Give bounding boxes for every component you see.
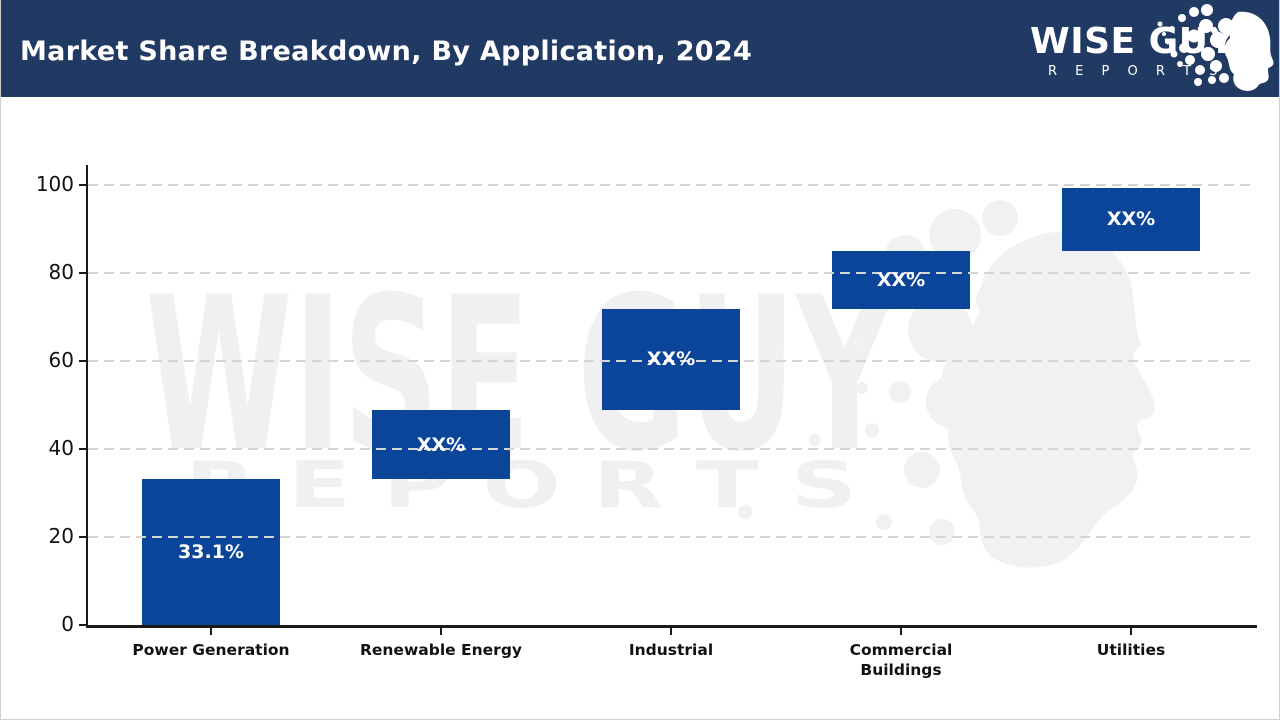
y-tick-40 <box>79 448 87 450</box>
page-title: Market Share Breakdown, By Application, … <box>20 36 753 67</box>
bar-industrial <box>602 309 740 410</box>
y-tick-80 <box>79 272 87 274</box>
y-tick-20 <box>79 536 87 538</box>
x-tick-commercial-buildings <box>900 628 902 635</box>
x-tick-power-generation <box>210 628 212 635</box>
gridline-40 <box>88 448 1256 450</box>
x-label-renewable-energy: Renewable Energy <box>359 641 523 659</box>
gridline-100 <box>88 184 1256 186</box>
y-tick-60 <box>79 360 87 362</box>
gridline-80 <box>88 272 1256 274</box>
bar-utilities <box>1062 187 1200 251</box>
watermark-wordmark: WISE GUY <box>145 251 895 498</box>
watermark-subtext: R E P O R T S <box>185 449 857 523</box>
x-tick-renewable-energy <box>440 628 442 635</box>
bar-renewable-energy <box>372 409 510 480</box>
y-tick-label-40: 40 <box>48 436 74 460</box>
x-tick-utilities <box>1130 628 1132 635</box>
header-bar: Market Share Breakdown, By Application, … <box>0 0 1280 97</box>
y-tick-0 <box>79 624 87 626</box>
x-axis-line <box>86 625 1257 628</box>
bar-commercial-buildings <box>832 251 970 310</box>
x-label-industrial: Industrial <box>628 641 714 659</box>
bar-label-commercial-buildings: XX% <box>876 269 926 292</box>
bar-label-power-generation: 33.1% <box>178 541 244 564</box>
watermark-head-icon <box>738 200 1155 568</box>
y-tick-label-80: 80 <box>48 260 74 284</box>
x-label-power-generation: Power Generation <box>132 641 290 659</box>
y-tick-label-0: 0 <box>61 612 74 636</box>
x-tick-industrial <box>670 628 672 635</box>
watermark: WISE GUY R E P O R T S <box>145 200 1155 568</box>
gridline-20 <box>88 536 1256 538</box>
x-label-commercial-buildings: Commercial Buildings <box>849 641 953 679</box>
bar-label-industrial: XX% <box>646 348 696 371</box>
y-tick-label-20: 20 <box>48 524 74 548</box>
y-tick-label-100: 100 <box>35 172 74 196</box>
y-tick-label-60: 60 <box>48 348 74 372</box>
y-axis-line <box>86 165 88 627</box>
bar-label-renewable-energy: XX% <box>416 433 466 456</box>
bar-power-generation <box>142 479 280 625</box>
logo-head-icon <box>1157 4 1274 91</box>
y-tick-100 <box>79 184 87 186</box>
wise-guy-reports-logo: WISE GUY R E P O R T S <box>1022 4 1274 94</box>
logo-subtext: R E P O R T S <box>1048 64 1225 79</box>
gridline-60 <box>88 360 1256 362</box>
bar-label-utilities: XX% <box>1106 208 1156 231</box>
x-label-utilities: Utilities <box>1096 641 1166 659</box>
